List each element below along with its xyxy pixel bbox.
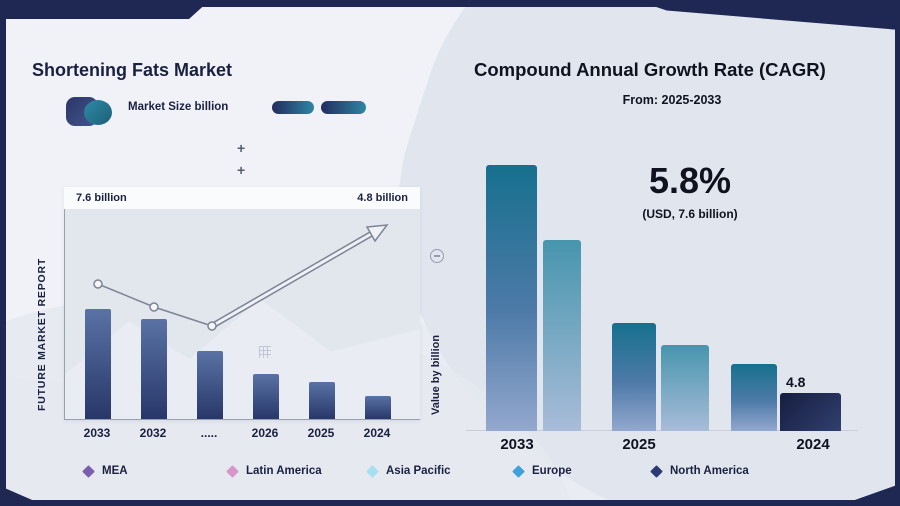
left-chart-title: Shortening Fats Market (32, 60, 233, 80)
frame-bottom-edge (0, 500, 900, 506)
cagr-value-block: 5.8% (USD, 7.6 billion) (590, 160, 790, 221)
legend-item-latin-america: Latin America (226, 464, 322, 478)
bar-2033 (85, 309, 111, 419)
cagr-x-label-2025: 2025 (622, 436, 656, 453)
cagr-bar-2033-primary (486, 165, 537, 431)
asia-pacific-diamond-icon (366, 464, 379, 478)
legend-label-mea: MEA (102, 465, 128, 477)
cagr-bar-2024-primary (731, 364, 777, 431)
x-label-2025: 2025 (307, 426, 335, 440)
legend-item-asia-pacific: Asia Pacific (366, 464, 451, 478)
latin-america-diamond-icon (226, 464, 239, 478)
europe-diamond-icon (512, 464, 525, 478)
cagr-bar-2025-primary (612, 323, 656, 431)
legend-item-north-america: North America (650, 464, 749, 478)
x-label-2033: 2033 (83, 426, 111, 440)
frame-top-edge (0, 0, 900, 7)
legend-label-asia-pacific: Asia Pacific (386, 465, 451, 477)
cagr-bar-2024-secondary (780, 393, 841, 431)
mea-diamond-icon (82, 464, 95, 478)
market-size-chart: 7.6 billion 4.8 billion (64, 187, 420, 420)
bar-2024 (365, 396, 391, 419)
market-size-plot-area (64, 209, 420, 420)
cagr-usd-note: (USD, 7.6 billion) (642, 207, 738, 221)
bar-ellipsis (197, 351, 223, 419)
legend-item-mea: MEA (82, 464, 128, 478)
bar-2026 (253, 374, 279, 419)
market-size-chart-header: 7.6 billion 4.8 billion (64, 187, 420, 209)
market-size-icon-teal-shape (84, 100, 112, 125)
trend-arrow-graphic (93, 224, 389, 331)
x-label-2024: 2024 (363, 426, 391, 440)
cagr-bar-2025-secondary (661, 345, 709, 431)
north-america-diamond-icon (650, 464, 663, 478)
frame-left-edge (0, 0, 6, 506)
cagr-bar-2033-secondary (543, 240, 581, 431)
legend-label-europe: Europe (532, 465, 572, 477)
x-label-ellipsis: ..... (200, 426, 218, 440)
market-size-icon (66, 94, 118, 128)
start-value-annotation: 7.6 billion (76, 192, 127, 204)
bar-data-label: 4.8 (786, 374, 806, 390)
circle-minus-icon (430, 249, 444, 263)
cagr-title: Compound Annual Growth Rate (CAGR) (474, 59, 826, 80)
cagr-x-label-2024: 2024 (796, 436, 830, 453)
market-size-legend-label: Market Size billion (128, 101, 229, 113)
frame-right-edge (895, 0, 900, 506)
gradient-pill-icon (272, 101, 314, 114)
plus-decoration-icon: + (237, 140, 246, 156)
x-label-2026: 2026 (251, 426, 279, 440)
frame-top-left-corner (0, 0, 210, 19)
cagr-x-label-2033: 2033 (500, 436, 534, 453)
cagr-percentage: 5.8% (648, 160, 732, 201)
legend-label-latin-america: Latin America (246, 465, 322, 477)
value-axis-label: Value by billion (430, 334, 442, 415)
legend-label-north-america: North America (670, 465, 749, 477)
x-label-2032: 2032 (139, 426, 167, 440)
cagr-subtitle: From: 2025-2033 (622, 93, 722, 107)
bar-2025 (309, 382, 335, 419)
future-market-report-label: FUTURE MARKET REPORT (36, 257, 48, 411)
end-value-annotation: 4.8 billion (357, 192, 408, 204)
bar-2032 (141, 319, 167, 419)
plus-decoration-icon: + (237, 162, 246, 178)
grid-icon (259, 346, 271, 358)
gradient-pill-icon (321, 101, 366, 114)
legend-item-europe: Europe (512, 464, 572, 478)
